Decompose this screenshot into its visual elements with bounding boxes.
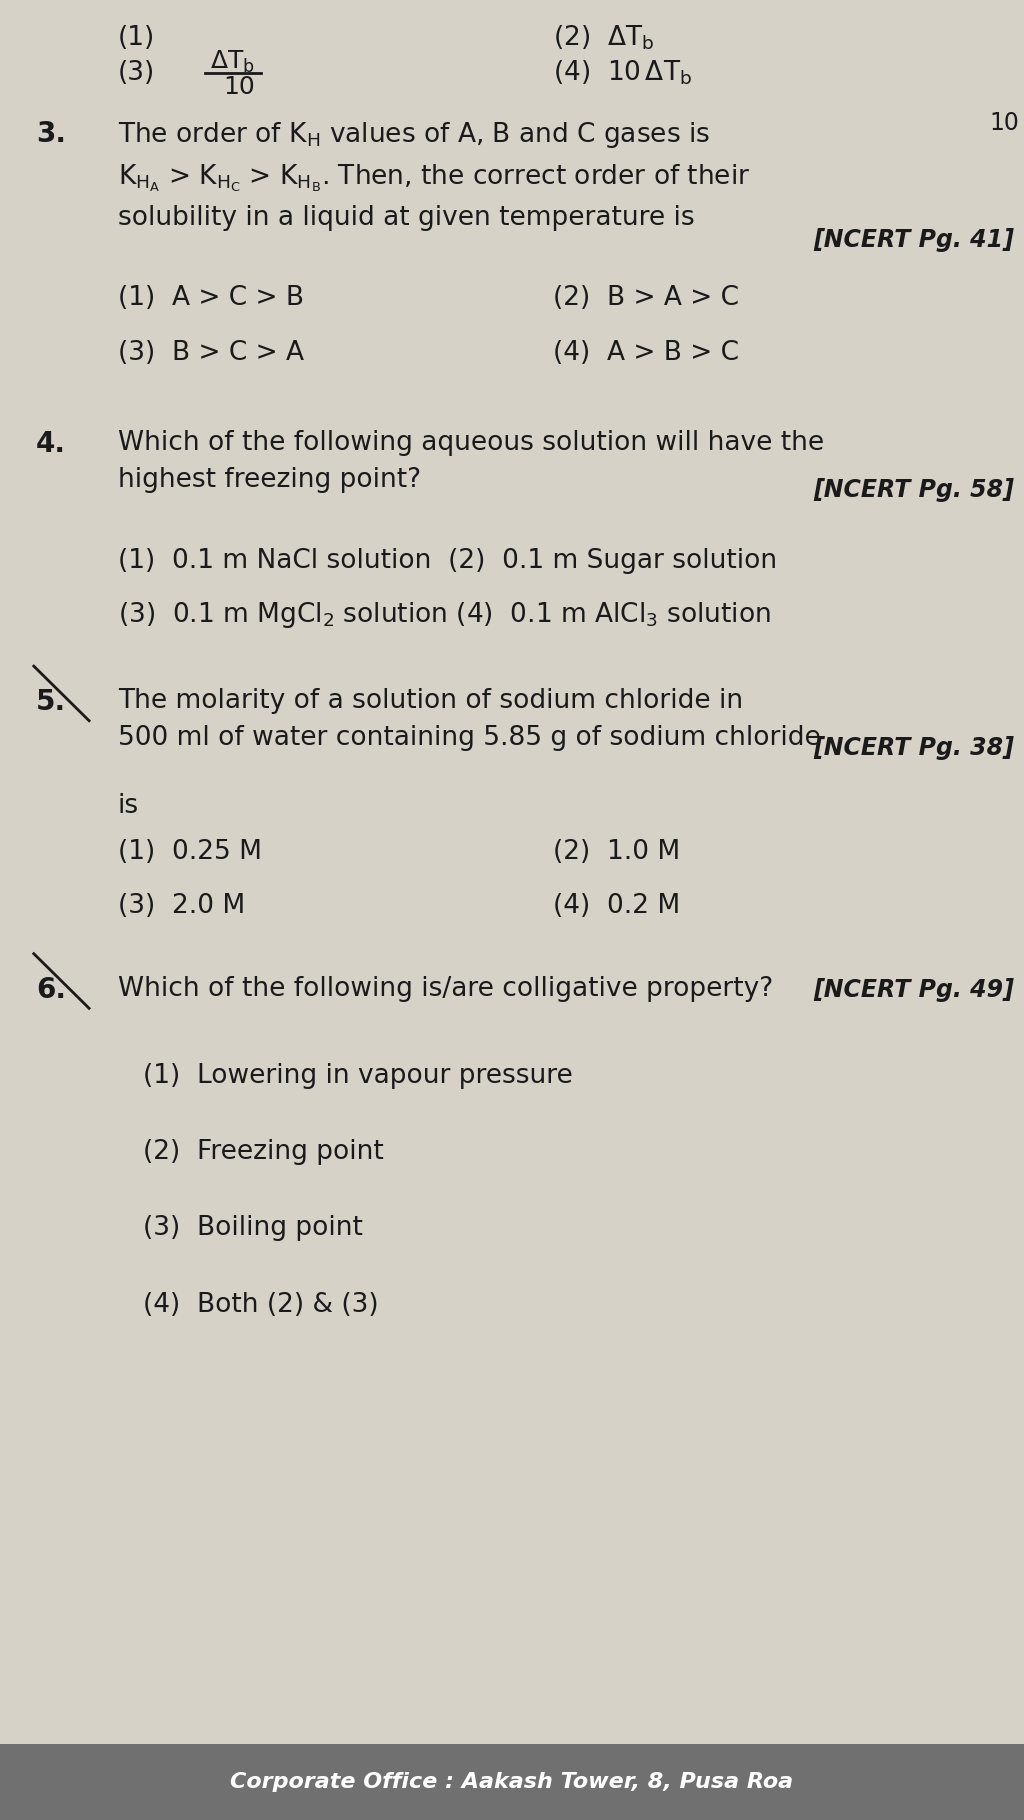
- Text: [NCERT Pg. 41]: [NCERT Pg. 41]: [813, 228, 1014, 253]
- Text: (3): (3): [118, 60, 155, 86]
- Text: (3)  Boiling point: (3) Boiling point: [143, 1216, 364, 1241]
- Text: 3.: 3.: [36, 120, 66, 147]
- Text: $\Delta\mathrm{T_b}$: $\Delta\mathrm{T_b}$: [210, 49, 255, 75]
- Text: [NCERT Pg. 49]: [NCERT Pg. 49]: [813, 977, 1014, 1003]
- Text: (2)  1.0 M: (2) 1.0 M: [553, 839, 680, 864]
- Text: (3)  B > C > A: (3) B > C > A: [118, 340, 304, 366]
- Text: (1): (1): [118, 25, 155, 51]
- Text: (4)  0.2 M: (4) 0.2 M: [553, 894, 680, 919]
- Text: (4)  $10\,\Delta\mathrm{T_b}$: (4) $10\,\Delta\mathrm{T_b}$: [553, 58, 692, 87]
- Text: Which of the following aqueous solution will have the
highest freezing point?: Which of the following aqueous solution …: [118, 430, 824, 493]
- Text: (3)  0.1 m MgCl$_2$ solution (4)  0.1 m AlCl$_3$ solution: (3) 0.1 m MgCl$_2$ solution (4) 0.1 m Al…: [118, 601, 770, 630]
- Text: (1)  0.25 M: (1) 0.25 M: [118, 839, 262, 864]
- Text: (4)  A > B > C: (4) A > B > C: [553, 340, 739, 366]
- Text: (1)  Lowering in vapour pressure: (1) Lowering in vapour pressure: [143, 1063, 573, 1088]
- Text: [NCERT Pg. 58]: [NCERT Pg. 58]: [813, 477, 1014, 502]
- Text: Which of the following is/are colligative property?: Which of the following is/are colligativ…: [118, 976, 773, 1001]
- Text: 4.: 4.: [36, 430, 66, 457]
- Text: 10: 10: [989, 111, 1019, 135]
- Text: 10: 10: [223, 75, 255, 100]
- Text: 6.: 6.: [36, 976, 66, 1003]
- Text: Corporate Office : Aakash Tower, 8, Pusa Roa: Corporate Office : Aakash Tower, 8, Pusa…: [230, 1773, 794, 1791]
- Text: [NCERT Pg. 38]: [NCERT Pg. 38]: [813, 735, 1014, 761]
- Text: 5.: 5.: [36, 688, 66, 715]
- Text: (3)  2.0 M: (3) 2.0 M: [118, 894, 245, 919]
- FancyBboxPatch shape: [0, 1744, 1024, 1820]
- Text: (2)  $\Delta\mathrm{T_b}$: (2) $\Delta\mathrm{T_b}$: [553, 24, 654, 53]
- FancyBboxPatch shape: [0, 0, 1024, 1744]
- Text: (1)  0.1 m NaCl solution  (2)  0.1 m Sugar solution: (1) 0.1 m NaCl solution (2) 0.1 m Sugar …: [118, 548, 777, 573]
- Text: (2)  B > A > C: (2) B > A > C: [553, 286, 739, 311]
- Text: (4)  Both (2) & (3): (4) Both (2) & (3): [143, 1292, 379, 1318]
- Text: The order of $\mathrm{K_H}$ values of A, B and C gases is
$\mathrm{K_{H_A}}$ > $: The order of $\mathrm{K_H}$ values of A,…: [118, 120, 751, 231]
- Text: (2)  Freezing point: (2) Freezing point: [143, 1139, 384, 1165]
- Text: (1)  A > C > B: (1) A > C > B: [118, 286, 304, 311]
- Text: The molarity of a solution of sodium chloride in
500 ml of water containing 5.85: The molarity of a solution of sodium chl…: [118, 688, 820, 752]
- Text: is: is: [118, 794, 139, 819]
